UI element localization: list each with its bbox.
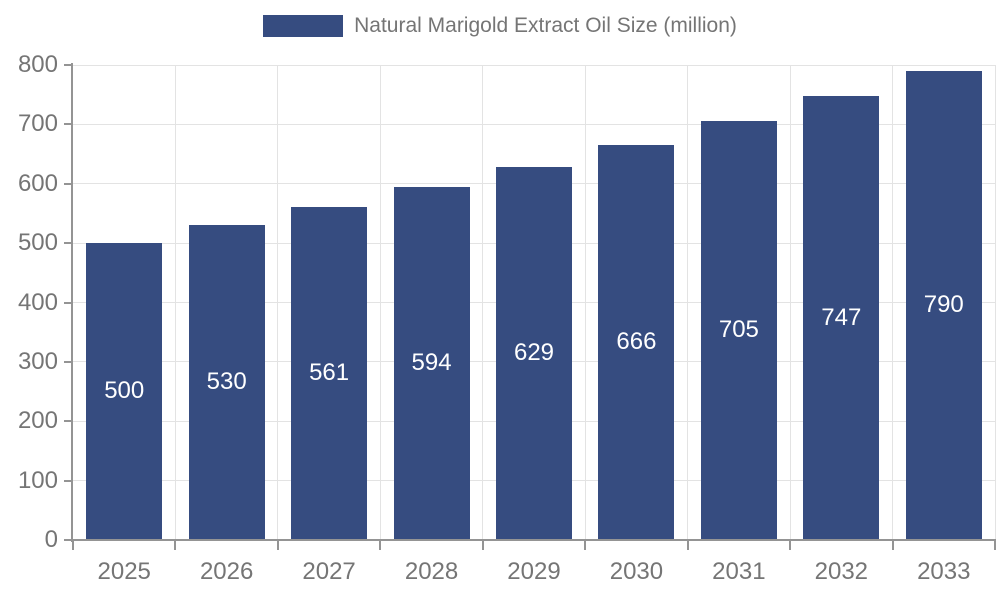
bar-2028: 594	[393, 187, 470, 539]
bar-value-label: 530	[206, 368, 247, 396]
gridline-vertical	[892, 65, 894, 540]
x-axis-category-label: 2026	[199, 558, 254, 585]
y-axis-tick-label: 100	[17, 466, 58, 494]
y-axis-tick-label: 500	[17, 229, 58, 257]
gridline-vertical	[994, 65, 996, 540]
bar-value-label: 666	[616, 327, 657, 355]
y-axis-tick	[64, 64, 73, 66]
x-axis-category-label: 2029	[507, 558, 561, 585]
x-axis-category-label: 2033	[917, 558, 971, 585]
y-axis-tick-label: 700	[17, 110, 58, 138]
legend: Natural Marigold Extract Oil Size (milli…	[0, 14, 1000, 38]
bar-2029: 629	[496, 166, 572, 539]
x-axis-tick	[72, 541, 74, 550]
gridline-vertical	[379, 65, 381, 540]
bar-2025: 500	[86, 243, 163, 539]
bar-value-label: 747	[821, 303, 862, 331]
x-axis-tick	[686, 541, 689, 550]
legend-item[interactable]: Natural Marigold Extract Oil Size (milli…	[263, 14, 737, 38]
x-axis-tick	[891, 541, 894, 550]
y-axis-tick-label: 800	[17, 51, 58, 78]
gridline-vertical	[482, 65, 484, 540]
x-axis-tick	[174, 541, 177, 550]
bar-value-label: 705	[718, 316, 759, 344]
y-axis-tick-label: 200	[17, 407, 58, 435]
legend-label: Natural Marigold Extract Oil Size (milli…	[354, 14, 737, 37]
y-axis-tick-label: 0	[44, 526, 58, 553]
bar-2027: 561	[291, 206, 368, 539]
x-axis-category-label: 2028	[404, 558, 459, 585]
y-axis-tick	[64, 242, 73, 245]
gridline-vertical	[687, 65, 689, 540]
legend-swatch-icon	[263, 15, 344, 37]
bar-2030: 666	[598, 144, 675, 539]
y-axis-tick	[64, 301, 73, 304]
gridline-vertical	[789, 65, 791, 540]
gridline-vertical	[277, 65, 279, 540]
bar-2026: 530	[188, 225, 265, 539]
y-axis-tick	[64, 420, 73, 423]
x-axis-tick	[789, 541, 792, 550]
bar-value-label: 629	[513, 338, 555, 366]
x-axis-category-label: 2032	[814, 558, 869, 585]
bar-2032: 747	[803, 96, 880, 539]
gridline-vertical	[584, 65, 586, 540]
y-axis-tick	[64, 182, 73, 185]
bar-2031: 705	[700, 121, 777, 539]
gridline-horizontal	[73, 64, 995, 66]
gridline-vertical	[174, 65, 176, 540]
y-axis-tick-label: 300	[17, 347, 58, 375]
y-axis-tick	[64, 539, 73, 541]
y-axis-tick	[64, 360, 73, 363]
x-axis-tick	[994, 541, 996, 550]
gridline-horizontal	[73, 123, 995, 125]
x-axis-category-label: 2025	[97, 558, 151, 585]
x-axis-category-label: 2031	[712, 558, 766, 585]
x-axis-tick	[481, 541, 484, 550]
bar-value-label: 594	[411, 349, 452, 377]
x-axis-line	[71, 539, 996, 541]
bar-value-label: 500	[104, 377, 145, 405]
y-axis-tick-label: 400	[17, 288, 58, 316]
y-axis-tick	[64, 123, 73, 126]
y-axis-tick-label: 600	[17, 169, 58, 197]
x-axis-tick	[379, 541, 382, 550]
bar-2033: 790	[905, 70, 982, 539]
bar-value-label: 790	[923, 290, 964, 318]
x-axis-tick	[276, 541, 279, 550]
y-axis-tick	[64, 479, 73, 482]
x-axis-category-label: 2027	[302, 558, 356, 585]
bar-value-label: 561	[309, 358, 350, 386]
x-axis-category-label: 2030	[609, 558, 664, 585]
x-axis-tick	[584, 541, 587, 550]
